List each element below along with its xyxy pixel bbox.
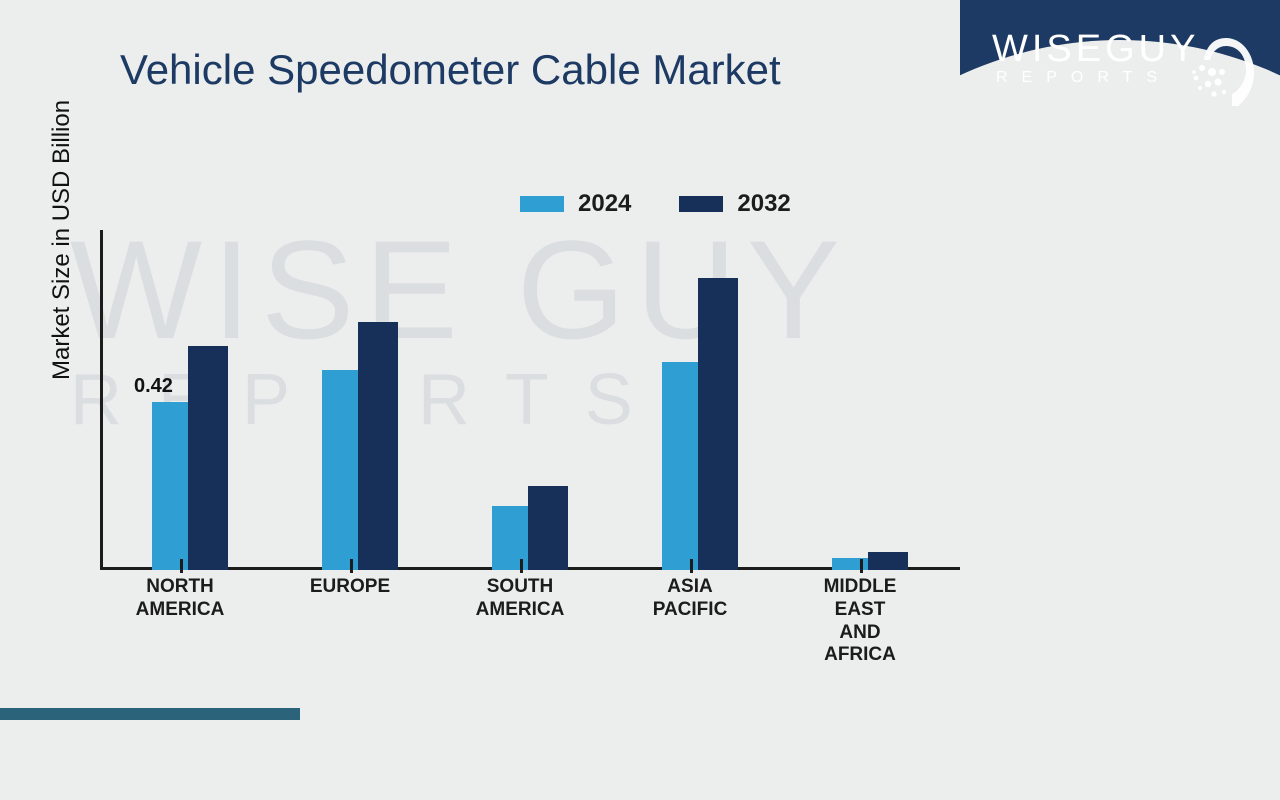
x-axis-label: ASIA PACIFIC <box>620 576 760 622</box>
bar-2032 <box>528 486 568 570</box>
bar-group <box>480 486 580 570</box>
brand-word-2: GUY <box>1105 28 1199 70</box>
bar-2032 <box>358 322 398 570</box>
x-axis-label: EUROPE <box>280 576 420 599</box>
bar-2024 <box>152 402 192 570</box>
infographic-stage: WISE GUY REPORTS WISEGUY REPORTS Vehicle… <box>0 0 1280 720</box>
x-tick <box>690 559 693 573</box>
x-tick <box>860 559 863 573</box>
x-tick <box>180 559 183 573</box>
chart-legend: 2024 2032 <box>520 190 791 218</box>
chart-title: Vehicle Speedometer Cable Market <box>120 46 781 94</box>
bar-2024 <box>662 362 702 570</box>
bottom-accent-bar <box>0 708 300 720</box>
legend-item-2024: 2024 <box>520 190 631 218</box>
legend-swatch-2032 <box>679 196 723 212</box>
bar-2032 <box>698 278 738 570</box>
y-axis-label: Market Size in USD Billion <box>48 100 76 380</box>
bar-group <box>820 552 920 570</box>
x-tick <box>350 559 353 573</box>
x-axis-label: MIDDLE EAST AND AFRICA <box>790 576 930 667</box>
bar-2024 <box>492 506 532 570</box>
bar-value-label: 0.42 <box>134 375 173 398</box>
legend-label-2032: 2032 <box>737 190 790 218</box>
head-dots-icon <box>1188 32 1258 112</box>
x-axis-label: NORTH AMERICA <box>110 576 250 622</box>
x-tick <box>520 559 523 573</box>
bar-2024 <box>322 370 362 570</box>
bar-group <box>650 278 750 570</box>
bar-chart: 0.42 <box>100 230 960 570</box>
legend-swatch-2024 <box>520 196 564 212</box>
bar-group <box>310 322 410 570</box>
bar-2024 <box>832 558 872 570</box>
legend-item-2032: 2032 <box>679 190 790 218</box>
y-axis-line <box>100 230 103 570</box>
bar-2032 <box>868 552 908 570</box>
brand-word-1: WISE <box>992 28 1105 70</box>
brand-logo: WISEGUY REPORTS <box>992 28 1252 87</box>
x-axis-label: SOUTH AMERICA <box>450 576 590 622</box>
bar-2032 <box>188 346 228 570</box>
legend-label-2024: 2024 <box>578 190 631 218</box>
